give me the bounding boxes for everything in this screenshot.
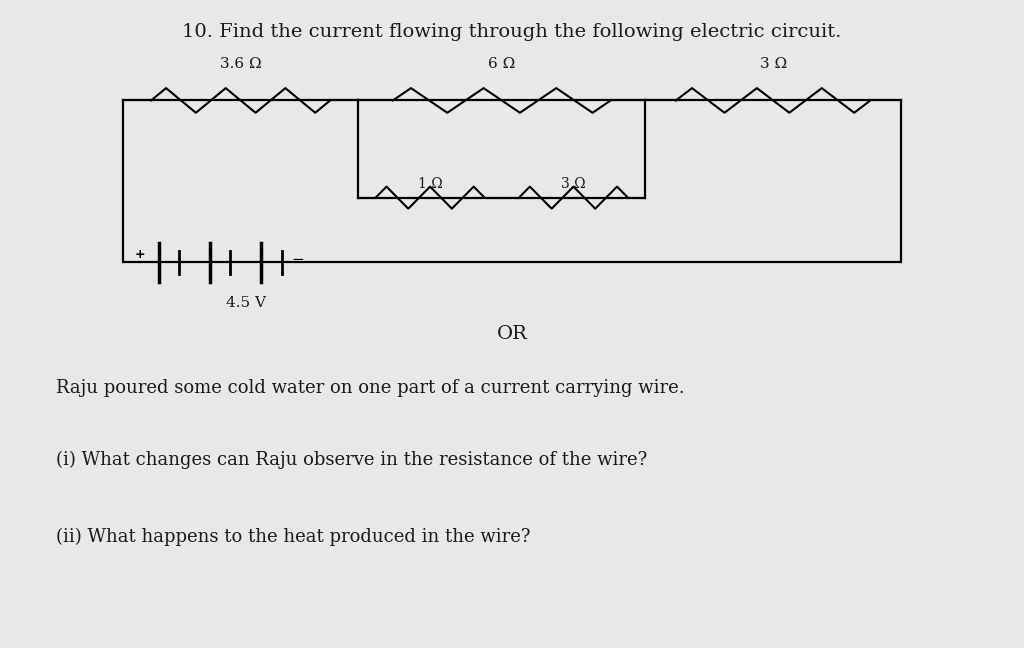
- Text: 10. Find the current flowing through the following electric circuit.: 10. Find the current flowing through the…: [182, 23, 842, 41]
- Text: (ii) What happens to the heat produced in the wire?: (ii) What happens to the heat produced i…: [56, 528, 530, 546]
- Text: +: +: [135, 248, 145, 261]
- Text: 1 Ω: 1 Ω: [418, 177, 442, 191]
- Text: 4.5 V: 4.5 V: [225, 296, 266, 310]
- Text: 6 Ω: 6 Ω: [488, 57, 515, 71]
- Text: Raju poured some cold water on one part of a current carrying wire.: Raju poured some cold water on one part …: [56, 379, 685, 397]
- Text: 3.6 Ω: 3.6 Ω: [220, 57, 261, 71]
- Text: 3 Ω: 3 Ω: [561, 177, 586, 191]
- Text: −: −: [292, 251, 304, 267]
- Text: (i) What changes can Raju observe in the resistance of the wire?: (i) What changes can Raju observe in the…: [56, 450, 647, 469]
- Text: 3 Ω: 3 Ω: [760, 57, 786, 71]
- Text: OR: OR: [497, 325, 527, 343]
